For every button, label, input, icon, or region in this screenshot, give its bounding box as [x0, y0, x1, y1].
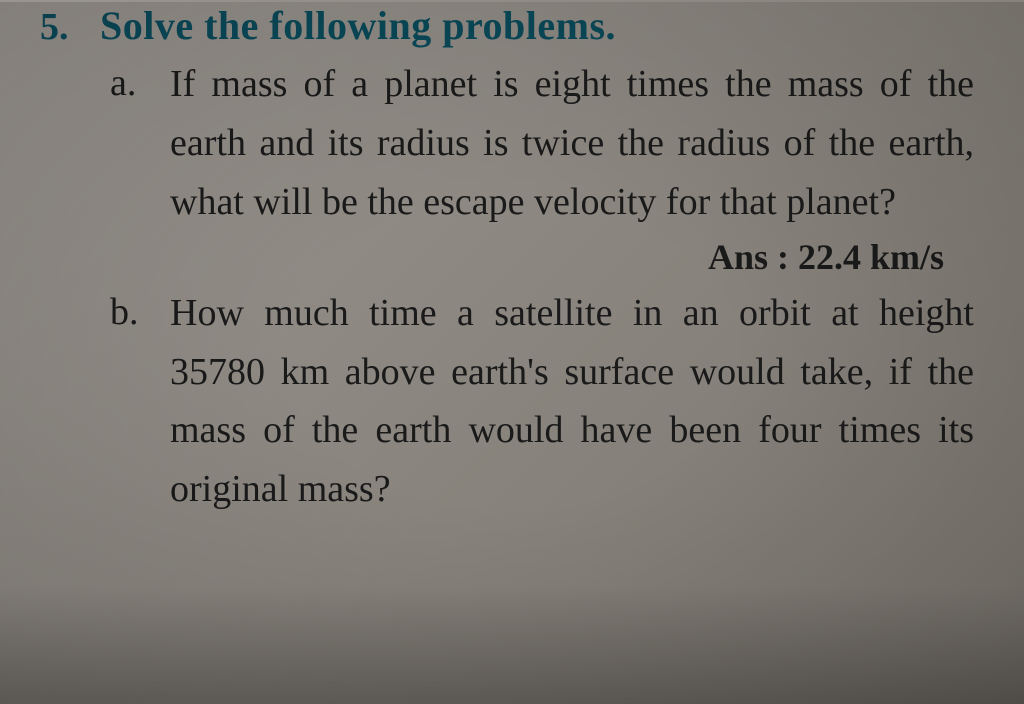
part-a-row: a. If mass of a planet is eight times th…: [40, 55, 984, 232]
paper-shadow: [0, 586, 1024, 704]
textbook-page: 5. Solve the following problems. a. If m…: [0, 2, 1024, 519]
part-b-text: How much time a satellite in an orbit at…: [170, 284, 984, 520]
part-a-text: If mass of a planet is eight times the m…: [170, 55, 984, 232]
question-number: 5.: [40, 5, 100, 49]
part-a-answer: Ans : 22.4 km/s: [40, 236, 984, 278]
part-a-letter: a.: [110, 55, 170, 112]
question-heading: Solve the following problems.: [100, 2, 616, 49]
question-header-row: 5. Solve the following problems.: [40, 2, 984, 49]
part-b-row: b. How much time a satellite in an orbit…: [40, 284, 984, 520]
part-b-letter: b.: [110, 284, 170, 341]
